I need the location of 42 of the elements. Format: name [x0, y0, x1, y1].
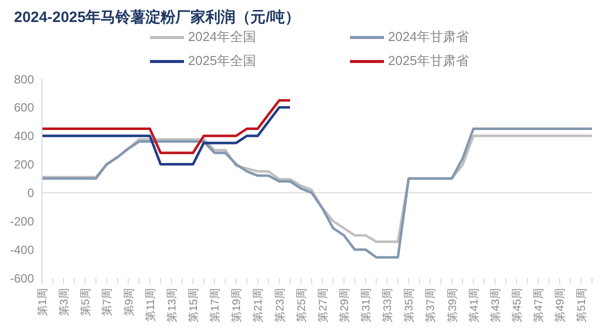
- y-tick-label: 200: [14, 158, 34, 172]
- x-tick-label: 第27周: [317, 288, 330, 322]
- y-tick-label: -400: [10, 242, 34, 257]
- x-tick-label: 第19周: [231, 288, 244, 322]
- line-series: [40, 99, 292, 154]
- y-tick-label: 400: [14, 129, 34, 144]
- x-tick-label: 第15周: [188, 288, 200, 322]
- x-tick-label: 第11周: [144, 288, 157, 322]
- x-tick-label: 第21周: [252, 288, 265, 322]
- x-tick-label: 第29周: [338, 288, 351, 322]
- x-tick-label: 第1周: [37, 288, 49, 316]
- chart-title: 2024-2025年马铃薯淀粉厂家利润（元/吨）: [14, 8, 300, 27]
- x-tick-label: 第9周: [123, 288, 136, 316]
- x-tick-label: 第39周: [446, 288, 459, 322]
- x-tick-label: 第37周: [425, 288, 438, 322]
- x-tick-label: 第47周: [533, 288, 546, 322]
- x-tick-label: 第5周: [80, 288, 92, 316]
- x-tick-label: 第7周: [102, 288, 114, 316]
- x-tick-label: 第13周: [166, 288, 178, 322]
- legend-label: 2025年甘肃省: [388, 52, 469, 70]
- x-tick-label: 第31周: [360, 288, 373, 322]
- x-tick-label: 第49周: [554, 288, 567, 322]
- x-tick-label: 第3周: [58, 288, 71, 316]
- line-series: [40, 106, 292, 166]
- legend-label: 2024年甘肃省: [388, 28, 469, 46]
- y-tick-label: 800: [14, 72, 34, 86]
- y-tick-label: 0: [27, 186, 34, 200]
- y-tick-label: 600: [14, 100, 34, 115]
- x-tick-label: 第45周: [512, 288, 524, 322]
- x-tick-label: 第33周: [382, 288, 394, 322]
- y-tick-label: -600: [10, 271, 34, 286]
- x-tick-label: 第25周: [296, 288, 308, 322]
- legend-label: 2024年全国: [188, 28, 256, 46]
- legend-label: 2025年全国: [188, 52, 256, 70]
- y-tick-label: -200: [10, 214, 34, 228]
- x-tick-label: 第41周: [468, 288, 480, 322]
- x-tick-label: 第51周: [576, 288, 588, 322]
- x-tick-label: 第43周: [490, 288, 502, 322]
- line-series: [40, 128, 594, 259]
- x-tick-label: 第35周: [404, 288, 416, 322]
- x-tick-label: 第23周: [274, 288, 286, 322]
- x-tick-label: 第17周: [210, 288, 222, 322]
